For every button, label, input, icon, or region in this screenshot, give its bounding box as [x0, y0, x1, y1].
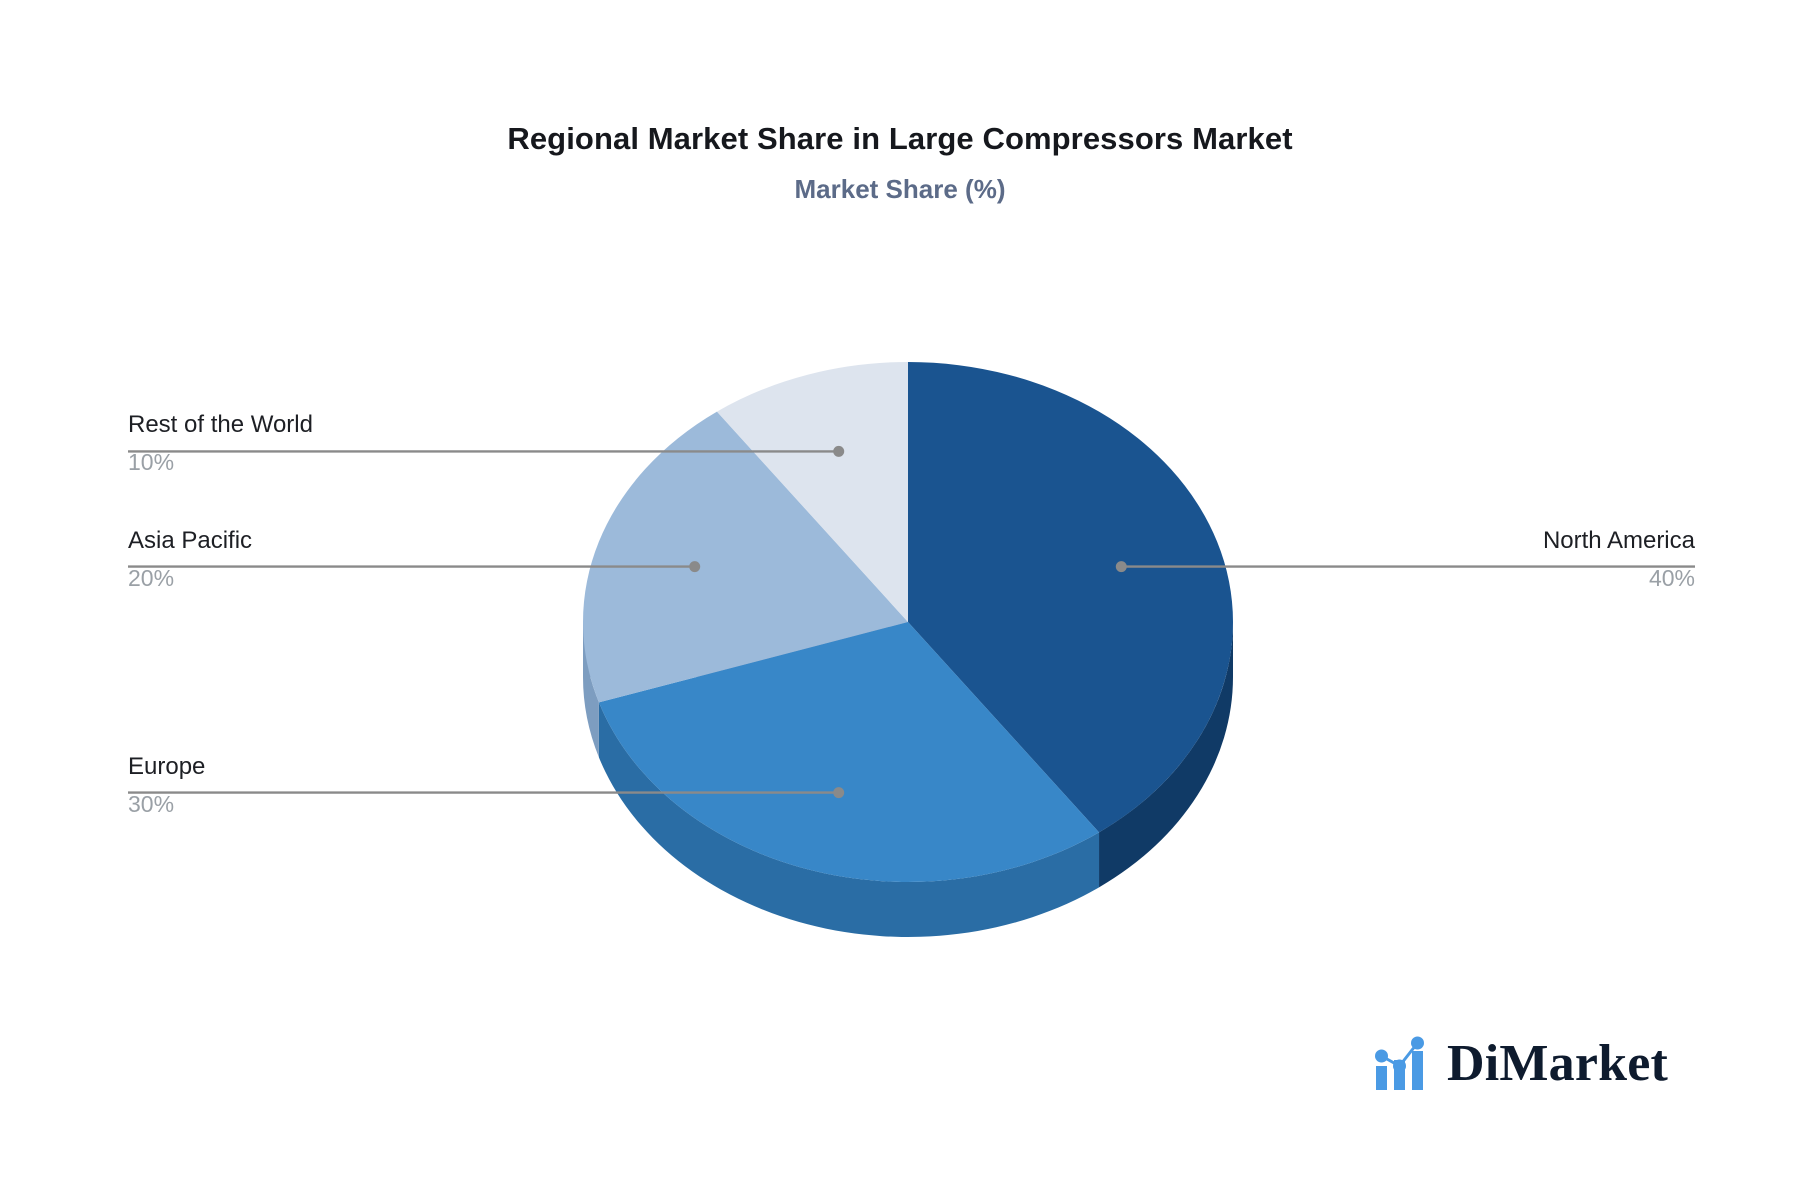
callout-value-north-america: 40%	[1648, 564, 1695, 591]
callout-label-europe: Europe	[128, 752, 206, 780]
callout-label-rest-of-the-world: Rest of the World	[128, 411, 313, 439]
callout-europe: Europe 30%	[128, 752, 568, 820]
pie-slice-side-asia-pacific	[583, 622, 599, 758]
leader-dot-asia-pacific	[689, 561, 701, 573]
callout-value-rest-of-the-world: 10%	[128, 449, 175, 476]
pie-slice-north-america	[908, 362, 1233, 833]
pie-slice-rest-of-the-world	[716, 362, 908, 622]
pie-slice-asia-pacific	[583, 411, 908, 703]
leader-dot-rest-of-the-world	[833, 445, 845, 457]
chart-subtitle: Market Share (%)	[794, 174, 1006, 205]
callout-value-europe: 30%	[128, 790, 175, 817]
logo-text: DiMarket	[1447, 1035, 1669, 1092]
bar-chart-dots-icon	[1375, 1036, 1424, 1090]
callout-label-north-america: North America	[1542, 526, 1695, 554]
dimarket-logo: DiMarket	[1374, 1036, 1668, 1092]
callout-value-asia-pacific: 20%	[128, 564, 175, 591]
pie-slice-side-north-america	[1099, 622, 1233, 888]
chart-header: Regional Market Share in Large Compresso…	[0, 120, 1800, 205]
callout-north-america: North America 40%	[1255, 526, 1695, 594]
callout-asia-pacific: Asia Pacific 20%	[128, 526, 568, 594]
leader-lines	[128, 450, 1695, 794]
leader-dots	[689, 445, 1127, 799]
callout-label-asia-pacific: Asia Pacific	[128, 526, 253, 554]
callout-rest-of-the-world: Rest of the World 10%	[128, 410, 568, 478]
leader-dot-north-america	[1115, 561, 1127, 573]
chart-title: Regional Market Share in Large Compresso…	[507, 121, 1293, 156]
pie-top-layer	[583, 362, 1233, 882]
leader-dot-europe	[833, 787, 845, 799]
pie-slice-europe	[598, 622, 1100, 882]
pie-slice-side-europe	[598, 702, 1100, 937]
